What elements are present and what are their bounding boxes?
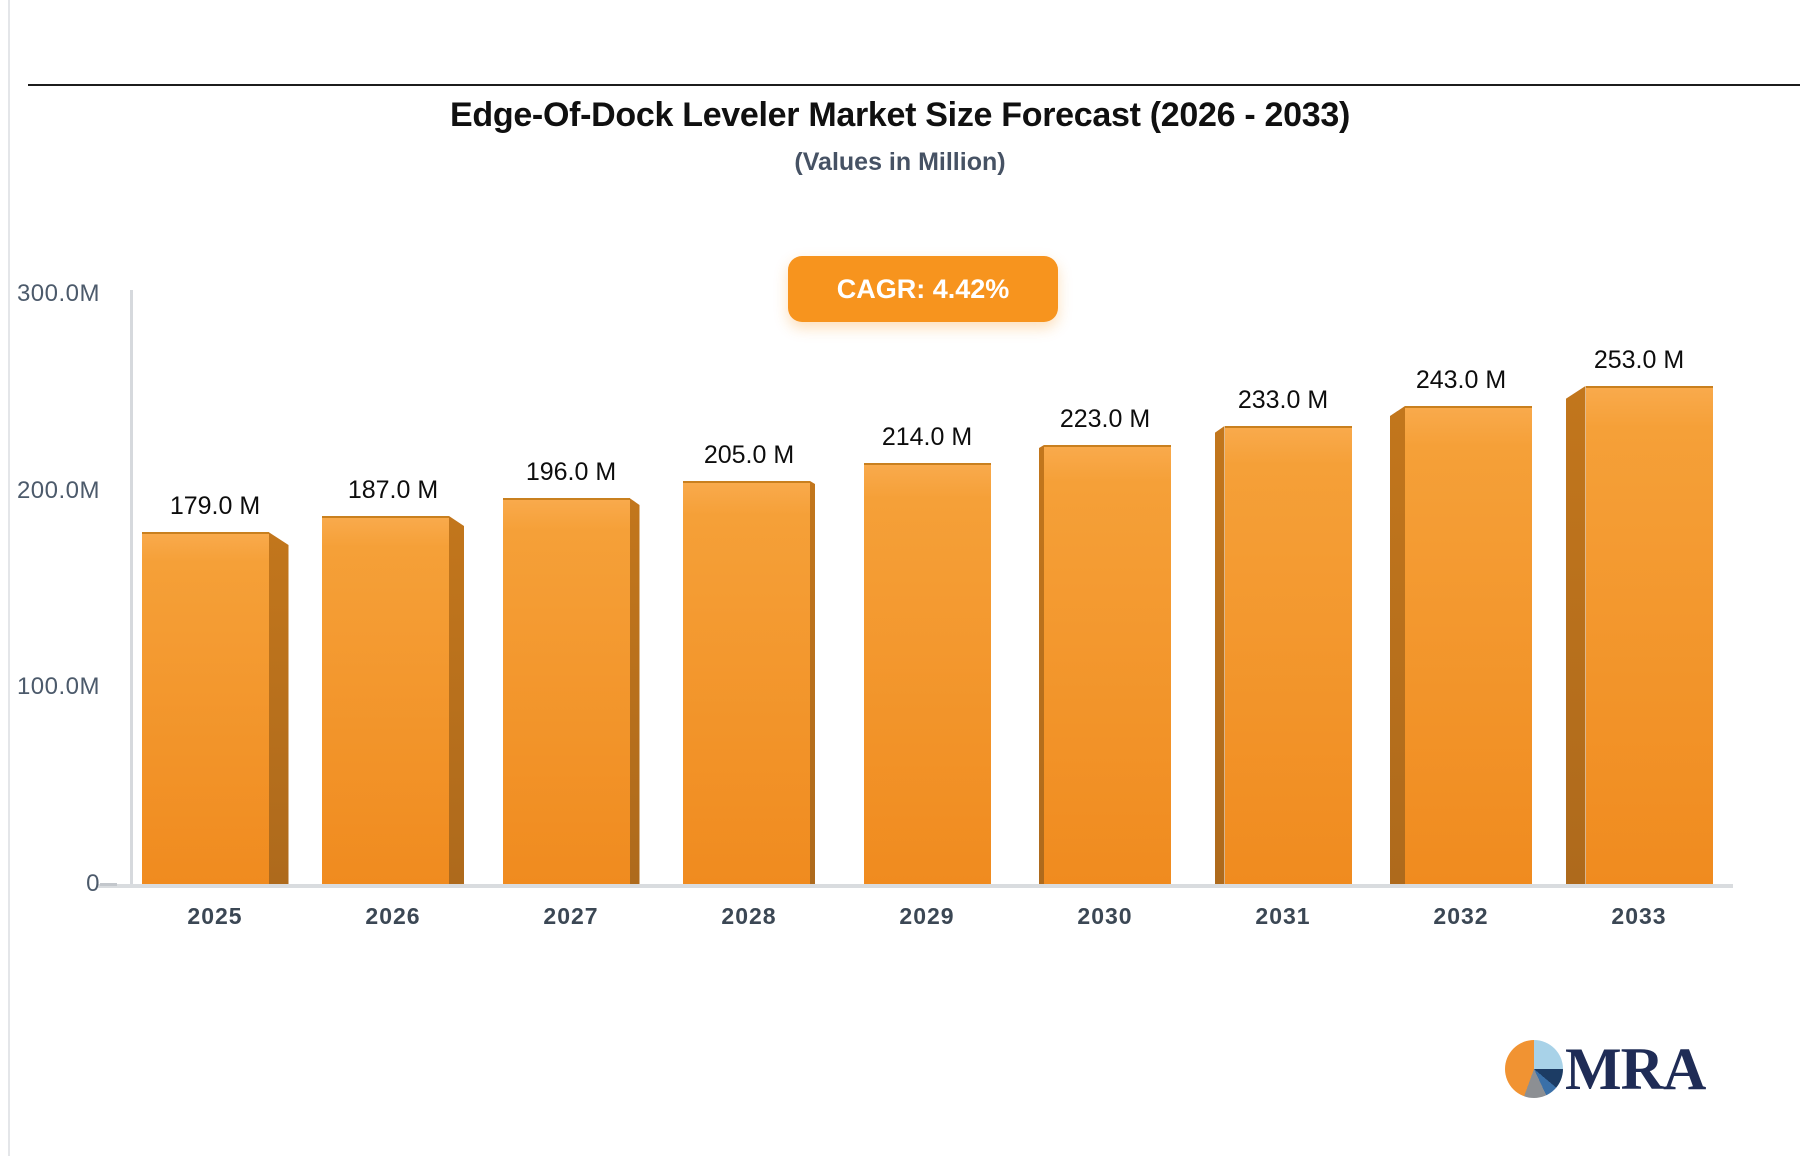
left-border-line <box>8 0 10 1156</box>
mra-logo: MRA <box>1505 1036 1706 1102</box>
bar-value-label: 179.0 M <box>169 492 261 520</box>
bar-2027[interactable] <box>502 498 630 884</box>
bar-2030[interactable] <box>1044 445 1171 884</box>
x-axis-label-2027: 2027 <box>543 903 599 929</box>
x-axis-label-2030: 2030 <box>1077 903 1133 929</box>
bar-3d-side-face <box>810 481 815 884</box>
x-axis-label-2031: 2031 <box>1255 903 1311 929</box>
top-border-line <box>28 84 1800 86</box>
bar-2032[interactable] <box>1405 406 1532 884</box>
bar-3d-side-face <box>449 516 464 884</box>
x-axis-label-2029: 2029 <box>899 903 955 929</box>
bar-2031[interactable] <box>1224 426 1352 884</box>
bar-3d-side-face <box>629 498 640 884</box>
bar-3d-side-face <box>1390 406 1405 884</box>
y-tick-label: 300.0M <box>16 279 100 307</box>
bar-3d-side-face <box>1565 386 1586 884</box>
y-tick-label: 100.0M <box>16 673 100 701</box>
x-axis-label-2028: 2028 <box>721 903 777 929</box>
bar-3d-side-face <box>268 532 289 884</box>
bar-3d-side-face <box>1039 445 1044 884</box>
cagr-badge: CAGR: 4.42% <box>788 256 1058 322</box>
bar-2029[interactable] <box>863 463 991 884</box>
bar-value-label: 214.0 M <box>881 423 973 451</box>
bar-2028[interactable] <box>683 481 810 884</box>
x-axis-label-2033: 2033 <box>1611 903 1667 929</box>
y-tick-mark <box>100 883 117 886</box>
mra-logo-text: MRA <box>1565 1036 1706 1102</box>
bar-value-label: 253.0 M <box>1593 346 1685 374</box>
chart-title: Edge-Of-Dock Leveler Market Size Forecas… <box>450 96 1350 134</box>
x-axis-label-2032: 2032 <box>1433 903 1489 929</box>
bar-value-label: 196.0 M <box>525 458 617 486</box>
bar-2026[interactable] <box>322 516 449 884</box>
bar-2033[interactable] <box>1585 386 1713 884</box>
bar-value-label: 223.0 M <box>1059 405 1151 433</box>
y-tick-label: 0 <box>86 870 100 897</box>
mra-logo-pie-icon <box>1505 1040 1563 1098</box>
bar-value-label: 243.0 M <box>1415 366 1507 394</box>
y-tick-label: 200.0M <box>16 476 100 504</box>
bar-value-label: 205.0 M <box>703 441 795 469</box>
bar-3d-side-face <box>1214 426 1225 884</box>
x-axis-label-2025: 2025 <box>187 903 243 929</box>
bar-2025[interactable] <box>141 532 269 884</box>
chart-subtitle: (Values in Million) <box>794 148 1006 176</box>
bar-value-label: 233.0 M <box>1237 386 1329 414</box>
bar-value-label: 187.0 M <box>347 476 439 504</box>
y-axis-line <box>130 290 133 888</box>
x-axis-baseline <box>98 884 1733 888</box>
cagr-badge-label: CAGR: 4.42% <box>836 273 1010 304</box>
x-axis-label-2026: 2026 <box>365 903 421 929</box>
